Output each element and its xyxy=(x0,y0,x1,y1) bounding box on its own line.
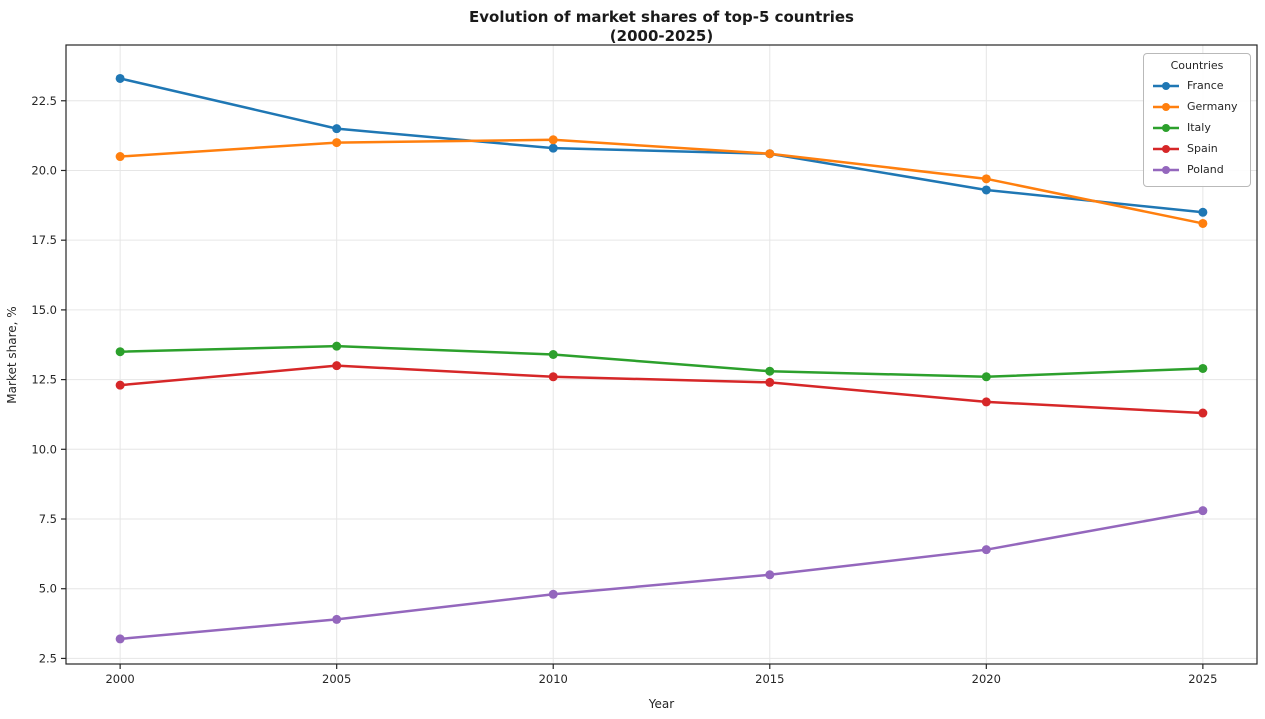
marker-poland xyxy=(548,589,558,599)
legend-item-spain: Spain xyxy=(1152,138,1242,159)
y-tick-label: 17.5 xyxy=(31,233,57,247)
legend-marker-icon xyxy=(1153,81,1179,90)
legend-label: France xyxy=(1187,79,1224,92)
legend-label: Germany xyxy=(1187,100,1238,113)
y-tick-label: 20.0 xyxy=(31,163,57,177)
x-axis-label: Year xyxy=(648,697,675,711)
y-tick-label: 10.0 xyxy=(31,442,57,456)
x-tick-label: 2010 xyxy=(539,672,568,686)
legend-label: Poland xyxy=(1187,163,1224,176)
marker-poland xyxy=(115,634,125,644)
legend-marker-icon xyxy=(1153,165,1179,174)
line-france xyxy=(118,77,1205,214)
y-tick-label: 22.5 xyxy=(31,94,57,108)
marker-france xyxy=(981,185,991,195)
chart-title-line1: Evolution of market shares of top-5 coun… xyxy=(469,8,854,26)
line-spain xyxy=(118,364,1205,415)
marker-germany xyxy=(548,135,558,145)
marker-italy xyxy=(1198,363,1208,373)
legend-marker-icon xyxy=(1153,123,1179,132)
x-tick-label: 2005 xyxy=(322,672,351,686)
marker-spain xyxy=(548,372,558,382)
marker-italy xyxy=(115,347,125,357)
marker-france xyxy=(115,73,125,83)
marker-germany xyxy=(765,149,775,159)
marker-poland xyxy=(1198,506,1208,516)
marker-spain xyxy=(765,377,775,387)
marker-germany xyxy=(1198,218,1208,228)
marker-germany xyxy=(332,138,342,148)
line-italy xyxy=(118,344,1205,379)
marker-italy xyxy=(765,366,775,376)
x-tick-label: 2015 xyxy=(755,672,784,686)
y-tick-label: 12.5 xyxy=(31,373,57,387)
x-tick-label: 2000 xyxy=(105,672,134,686)
legend-marker-icon xyxy=(1153,102,1179,111)
chart-title: Evolution of market shares of top-5 coun… xyxy=(66,8,1257,46)
legend: Countries France Germany Italy Spain Poland xyxy=(1143,53,1251,187)
marker-spain xyxy=(1198,408,1208,418)
marker-spain xyxy=(115,380,125,390)
y-axis-label: Market share, % xyxy=(5,306,19,404)
x-tick-label: 2025 xyxy=(1188,672,1217,686)
marker-germany xyxy=(981,174,991,184)
legend-item-germany: Germany xyxy=(1152,96,1242,117)
x-tick-label: 2020 xyxy=(972,672,1001,686)
marker-italy xyxy=(332,341,342,351)
legend-label: Italy xyxy=(1187,121,1211,134)
marker-germany xyxy=(115,152,125,162)
marker-poland xyxy=(981,545,991,555)
y-tick-label: 2.5 xyxy=(39,651,57,665)
marker-spain xyxy=(332,361,342,371)
marker-france xyxy=(332,124,342,134)
legend-title: Countries xyxy=(1170,59,1224,72)
marker-poland xyxy=(332,614,342,624)
axes-spines xyxy=(65,44,1258,665)
legend-item-poland: Poland xyxy=(1152,159,1242,180)
legend-item-france: France xyxy=(1152,75,1242,96)
marker-france xyxy=(548,143,558,153)
legend-marker-icon xyxy=(1153,144,1179,153)
marker-poland xyxy=(765,570,775,580)
y-tick-label: 5.0 xyxy=(39,582,57,596)
legend-item-italy: Italy xyxy=(1152,117,1242,138)
line-poland xyxy=(118,509,1205,641)
y-tick-label: 15.0 xyxy=(31,303,57,317)
marker-italy xyxy=(548,350,558,359)
marker-italy xyxy=(981,372,991,382)
marker-spain xyxy=(981,397,991,407)
chart-title-line2: (2000-2025) xyxy=(609,26,714,45)
y-tick-label: 7.5 xyxy=(39,512,57,526)
legend-label: Spain xyxy=(1187,142,1218,155)
line-germany xyxy=(118,138,1205,225)
marker-france xyxy=(1198,207,1208,217)
